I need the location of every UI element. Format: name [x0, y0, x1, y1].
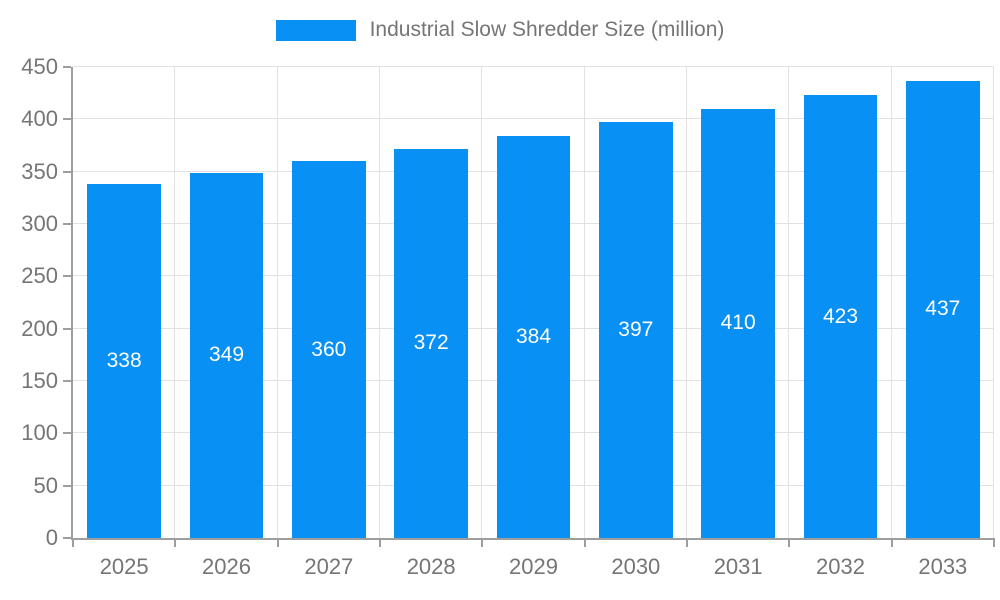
x-tick	[72, 538, 74, 547]
v-gridline	[993, 67, 994, 538]
y-tick-label: 300	[21, 211, 58, 236]
y-tick-label: 350	[21, 158, 58, 184]
bar-value-label: 360	[311, 337, 347, 361]
x-tick-label: 2031	[713, 554, 763, 579]
bar: 423	[803, 95, 878, 538]
v-gridline	[686, 67, 687, 538]
x-tick	[481, 538, 484, 547]
bar-value-label: 437	[925, 297, 961, 321]
bar-value-label: 423	[822, 304, 859, 328]
y-tick	[63, 66, 71, 68]
y-tick	[63, 380, 71, 382]
x-tick-label: 2026	[202, 554, 251, 579]
bar: 349	[189, 172, 264, 538]
y-tick-label: 450	[21, 54, 58, 79]
y-tick-label: 50	[33, 472, 58, 498]
x-tick	[890, 538, 893, 547]
legend-label: Industrial Slow Shredder Size (million)	[369, 18, 725, 41]
bar-value-label: 397	[618, 318, 654, 342]
x-tick-label: 2032	[816, 554, 865, 579]
bar: 410	[701, 108, 775, 538]
bar: 397	[598, 122, 673, 538]
bar: 338	[87, 184, 161, 538]
x-tick-label: 2028	[406, 554, 456, 579]
bar-value-label: 384	[515, 325, 552, 349]
x-axis-line	[71, 538, 994, 540]
bar: 384	[496, 136, 571, 538]
y-tick	[63, 275, 71, 278]
y-tick	[63, 118, 71, 121]
y-tick-label: 250	[21, 263, 58, 289]
x-tick	[993, 538, 995, 547]
v-gridline	[583, 67, 585, 538]
x-tick-label: 2033	[918, 554, 968, 579]
x-tick	[583, 538, 586, 547]
x-tick	[686, 538, 688, 547]
bar-value-label: 372	[413, 331, 449, 355]
y-tick	[63, 327, 71, 330]
y-tick	[63, 223, 71, 225]
y-tick-label: 0	[45, 525, 58, 550]
y-axis-line	[71, 67, 73, 540]
x-tick	[276, 538, 279, 547]
bar: 437	[905, 80, 980, 538]
y-tick	[63, 170, 71, 173]
v-gridline	[174, 67, 176, 538]
h-gridline	[73, 118, 994, 120]
x-tick	[174, 538, 177, 547]
v-gridline	[890, 67, 892, 538]
x-tick-label: 2030	[611, 554, 661, 579]
v-gridline	[481, 67, 483, 538]
x-tick	[788, 538, 791, 547]
x-tick-label: 2027	[304, 554, 354, 579]
bar: 360	[291, 161, 366, 538]
y-tick-label: 150	[21, 368, 58, 393]
plot-area: 0 50 100 150 200 250 300 350 400 450 338 349 360 372 3…	[21, 54, 995, 579]
v-gridline	[788, 67, 790, 538]
x-tick-label: 2029	[509, 554, 558, 579]
y-tick-label: 100	[21, 420, 58, 446]
bar: 372	[394, 148, 468, 538]
legend-swatch	[275, 19, 356, 41]
x-tick	[379, 538, 381, 547]
bar-value-label: 338	[106, 349, 142, 373]
v-gridline	[276, 67, 278, 538]
y-tick	[63, 484, 71, 487]
y-tick	[63, 432, 71, 435]
chart-legend: Industrial Slow Shredder Size (million)	[0, 18, 1000, 42]
bar-value-label: 410	[720, 311, 756, 335]
bar-value-label: 349	[208, 343, 245, 367]
y-tick-label: 200	[21, 315, 58, 341]
h-gridline	[73, 66, 994, 67]
x-tick-label: 2025	[99, 554, 149, 579]
y-tick	[63, 537, 71, 539]
y-tick-label: 400	[21, 106, 58, 132]
v-gridline	[379, 67, 380, 538]
